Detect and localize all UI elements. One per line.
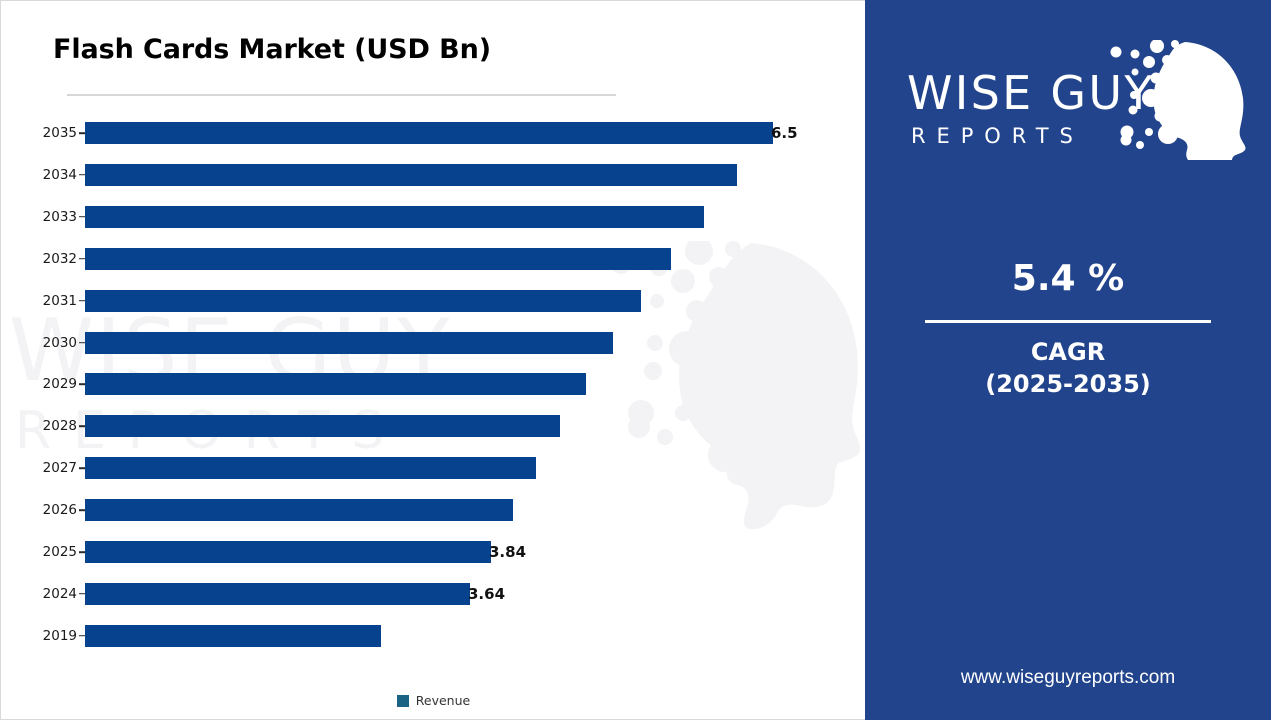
bar-row: 2031 <box>1 280 865 322</box>
bar-chart-plot: 2035 6.5 2034 2033 2032 2031 2030 2029 2028 2027 2… <box>1 1 865 719</box>
bar-category-label: 2026 <box>42 502 77 519</box>
legend-swatch-revenue <box>396 694 409 707</box>
cagr-value: 5.4 % <box>1011 258 1125 299</box>
bar-row: 2025 3.84 <box>1 531 865 573</box>
logo-head-icon <box>1110 40 1246 160</box>
bar-category-label: 2029 <box>42 376 77 393</box>
bar-category-label: 2031 <box>42 292 77 309</box>
bar-revenue[interactable] <box>85 122 773 144</box>
chart-title: Flash Cards Market (USD Bn) <box>53 34 491 65</box>
bar-category-label: 2030 <box>42 334 77 351</box>
axis-tick <box>79 635 85 637</box>
bar-revenue[interactable] <box>85 331 613 354</box>
bar-row: 2029 <box>1 363 865 405</box>
axis-tick <box>79 551 85 553</box>
chart-panel: WISE GUY REPORTS <box>0 0 865 720</box>
bar-category-label: 2025 <box>42 544 77 560</box>
bar-category-label: 2035 <box>42 125 77 141</box>
axis-tick <box>79 299 85 302</box>
bar-revenue[interactable] <box>85 205 704 228</box>
bar-category-label: 2032 <box>42 250 77 267</box>
axis-tick <box>79 257 85 260</box>
bar-revenue[interactable] <box>85 499 513 522</box>
cagr-divider <box>925 320 1211 324</box>
cagr-caption: CAGR <box>1030 338 1106 367</box>
title-divider <box>67 94 616 96</box>
bar-category-label: 2024 <box>42 585 77 602</box>
bar-revenue[interactable] <box>85 582 470 605</box>
bar-value-label: 3.84 <box>489 543 527 561</box>
bar-row: 2030 <box>1 322 865 364</box>
bar-category-label: 2019 <box>42 627 77 644</box>
logo-reports-text: REPORTS <box>911 124 1084 148</box>
bar-value-label: 6.5 <box>771 124 798 142</box>
bar-category-label: 2028 <box>42 418 77 435</box>
bar-revenue[interactable] <box>85 373 586 396</box>
axis-tick <box>79 467 85 469</box>
bar-revenue[interactable] <box>85 457 536 480</box>
axis-tick <box>79 383 85 386</box>
bar-revenue[interactable] <box>85 624 381 647</box>
bar-row: 2032 <box>1 238 865 280</box>
bar-row: 2028 <box>1 405 865 447</box>
bar-category-label: 2034 <box>42 166 77 183</box>
bar-category-label: 2027 <box>42 460 77 477</box>
axis-tick <box>79 174 85 176</box>
bar-revenue[interactable] <box>85 247 671 270</box>
bar-revenue[interactable] <box>85 163 737 186</box>
bar-revenue[interactable] <box>85 541 491 563</box>
bar-revenue[interactable] <box>85 415 560 438</box>
legend-label-revenue: Revenue <box>415 693 471 708</box>
axis-tick <box>79 509 85 511</box>
bar-row: 2035 6.5 <box>1 112 865 154</box>
axis-tick <box>79 216 85 218</box>
bar-category-label: 2033 <box>42 208 77 225</box>
logo-wise-guy-text: WISE GUY <box>907 66 1155 120</box>
bar-row: 2027 <box>1 447 865 489</box>
axis-tick <box>79 425 85 428</box>
brand-panel: WISE GUY REPORTS <box>865 0 1271 720</box>
bar-row: 2033 <box>1 196 865 238</box>
cagr-block: 5.4 % CAGR (2025-2035) <box>865 258 1271 401</box>
site-url[interactable]: www.wiseguyreports.com <box>960 667 1176 688</box>
chart-legend: Revenue <box>1 693 865 708</box>
cagr-period: (2025-2035) <box>985 370 1151 399</box>
axis-tick <box>79 132 85 134</box>
bar-row: 2026 <box>1 489 865 531</box>
bar-row: 2034 <box>1 154 865 196</box>
bar-row: 2024 3.64 <box>1 573 865 615</box>
bar-value-label: 3.64 <box>468 584 506 603</box>
axis-tick <box>79 341 85 344</box>
wiseguy-reports-logo: WISE GUY REPORTS <box>907 40 1246 162</box>
axis-tick <box>79 593 85 595</box>
bar-revenue[interactable] <box>85 289 641 312</box>
bar-row: 2019 <box>1 615 865 657</box>
